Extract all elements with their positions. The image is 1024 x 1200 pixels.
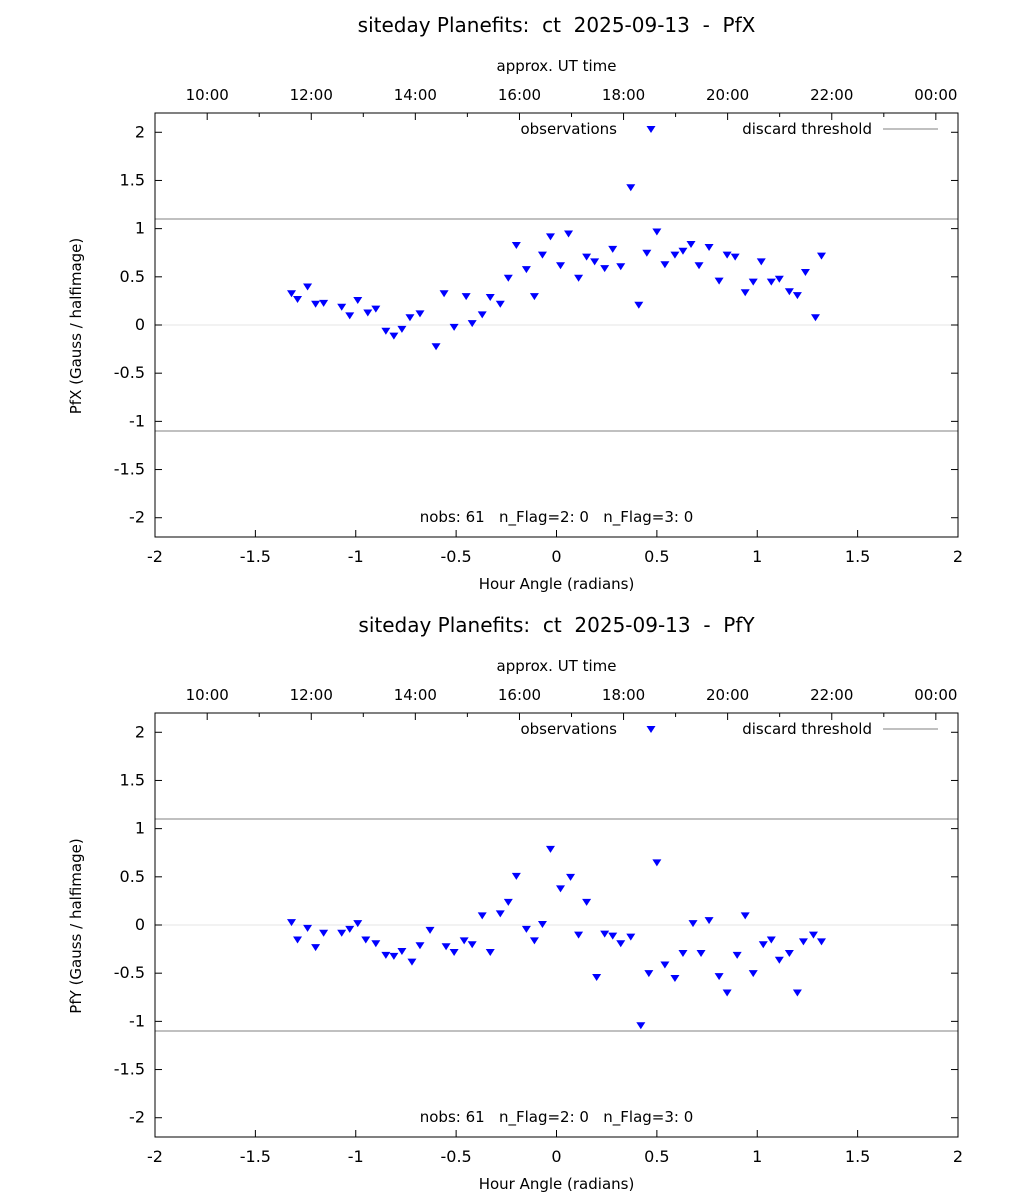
svg-text:-1.5: -1.5 [240, 1147, 271, 1166]
svg-text:-1.5: -1.5 [240, 547, 271, 566]
svg-text:1: 1 [135, 219, 145, 238]
pfy-nobs-annotation: nobs: 61 n_Flag=2: 0 n_Flag=3: 0 [419, 1108, 694, 1126]
svg-text:2: 2 [135, 122, 145, 141]
svg-text:1: 1 [752, 1147, 762, 1166]
panel-pfx: 2 1.5 1 0.5 0 -0.5 -1 -1.5 -2 -2 -1.5 -1 -0.5 0 0.5 1 1.… [67, 13, 963, 593]
svg-text:-1: -1 [129, 1011, 145, 1030]
pfx-plot-canvas: 2 1.5 1 0.5 0 -0.5 -1 -1.5 -2 -2 -1.5 -1 -0.5 0 0.5 1 1.… [114, 86, 963, 566]
pfx-top-axis-title: approx. UT time [496, 57, 617, 75]
svg-text:0: 0 [135, 915, 145, 934]
svg-text:2: 2 [953, 1147, 963, 1166]
svg-text:12:00: 12:00 [290, 86, 333, 104]
svg-text:-2: -2 [147, 547, 163, 566]
svg-text:-0.5: -0.5 [441, 1147, 472, 1166]
svg-text:-1: -1 [129, 411, 145, 430]
pfy-x-axis-title: Hour Angle (radians) [478, 1175, 635, 1193]
svg-text:-2: -2 [147, 1147, 163, 1166]
svg-text:1.5: 1.5 [120, 770, 145, 789]
svg-text:10:00: 10:00 [186, 686, 229, 704]
svg-text:0: 0 [551, 1147, 561, 1166]
svg-text:1.5: 1.5 [120, 170, 145, 189]
svg-text:0: 0 [135, 315, 145, 334]
svg-text:16:00: 16:00 [498, 86, 541, 104]
panel-pfy: 2 1.5 1 0.5 0 -0.5 -1 -1.5 -2 -2 -1.5 -1 -0.5 0 0.5 1 1.… [0, 600, 1024, 1200]
svg-text:2: 2 [135, 722, 145, 741]
svg-text:22:00: 22:00 [810, 686, 853, 704]
pfx-x-axis-title: Hour Angle (radians) [478, 575, 635, 593]
svg-text:-1: -1 [348, 547, 364, 566]
svg-text:14:00: 14:00 [394, 86, 437, 104]
svg-text:-2: -2 [129, 1108, 145, 1127]
pfy-legend-observations-label: observations [520, 720, 617, 738]
svg-text:0.5: 0.5 [644, 1147, 669, 1166]
svg-text:-1.5: -1.5 [114, 1060, 145, 1079]
pfy-chart-title: siteday Planefits: ct 2025-09-13 - PfY [358, 613, 755, 637]
pfy-legend-discard-threshold-label: discard threshold [742, 720, 872, 738]
svg-text:12:00: 12:00 [290, 686, 333, 704]
svg-text:0: 0 [551, 547, 561, 566]
pfy-y-axis-title: PfY (Gauss / halfimage) [67, 838, 85, 1014]
pfy-plot-canvas: 2 1.5 1 0.5 0 -0.5 -1 -1.5 -2 -2 -1.5 -1 -0.5 0 0.5 1 1.… [114, 686, 963, 1166]
svg-text:22:00: 22:00 [810, 86, 853, 104]
svg-text:18:00: 18:00 [602, 686, 645, 704]
svg-text:1: 1 [135, 819, 145, 838]
svg-text:14:00: 14:00 [394, 686, 437, 704]
svg-text:16:00: 16:00 [498, 686, 541, 704]
svg-text:20:00: 20:00 [706, 86, 749, 104]
svg-text:10:00: 10:00 [186, 86, 229, 104]
pfx-legend-discard-threshold-label: discard threshold [742, 120, 872, 138]
svg-text:-0.5: -0.5 [441, 547, 472, 566]
svg-text:0.5: 0.5 [120, 867, 145, 886]
svg-text:-0.5: -0.5 [114, 963, 145, 982]
svg-text:0.5: 0.5 [644, 547, 669, 566]
svg-text:1: 1 [752, 547, 762, 566]
svg-text:1.5: 1.5 [845, 1147, 870, 1166]
svg-text:-2: -2 [129, 508, 145, 527]
pfx-y-axis-title: PfX (Gauss / halfimage) [67, 237, 85, 415]
svg-text:-0.5: -0.5 [114, 363, 145, 382]
pfx-nobs-annotation: nobs: 61 n_Flag=2: 0 n_Flag=3: 0 [419, 508, 694, 526]
svg-text:-1.5: -1.5 [114, 460, 145, 479]
svg-text:1.5: 1.5 [845, 547, 870, 566]
pfx-chart-title: siteday Planefits: ct 2025-09-13 - PfX [357, 13, 756, 37]
pfy-top-axis-title: approx. UT time [496, 657, 617, 675]
svg-text:20:00: 20:00 [706, 686, 749, 704]
svg-text:2: 2 [953, 547, 963, 566]
svg-text:00:00: 00:00 [914, 686, 957, 704]
svg-text:00:00: 00:00 [914, 86, 957, 104]
svg-text:-1: -1 [348, 1147, 364, 1166]
svg-text:0.5: 0.5 [120, 267, 145, 286]
svg-text:18:00: 18:00 [602, 86, 645, 104]
pfx-legend-observations-label: observations [520, 120, 617, 138]
